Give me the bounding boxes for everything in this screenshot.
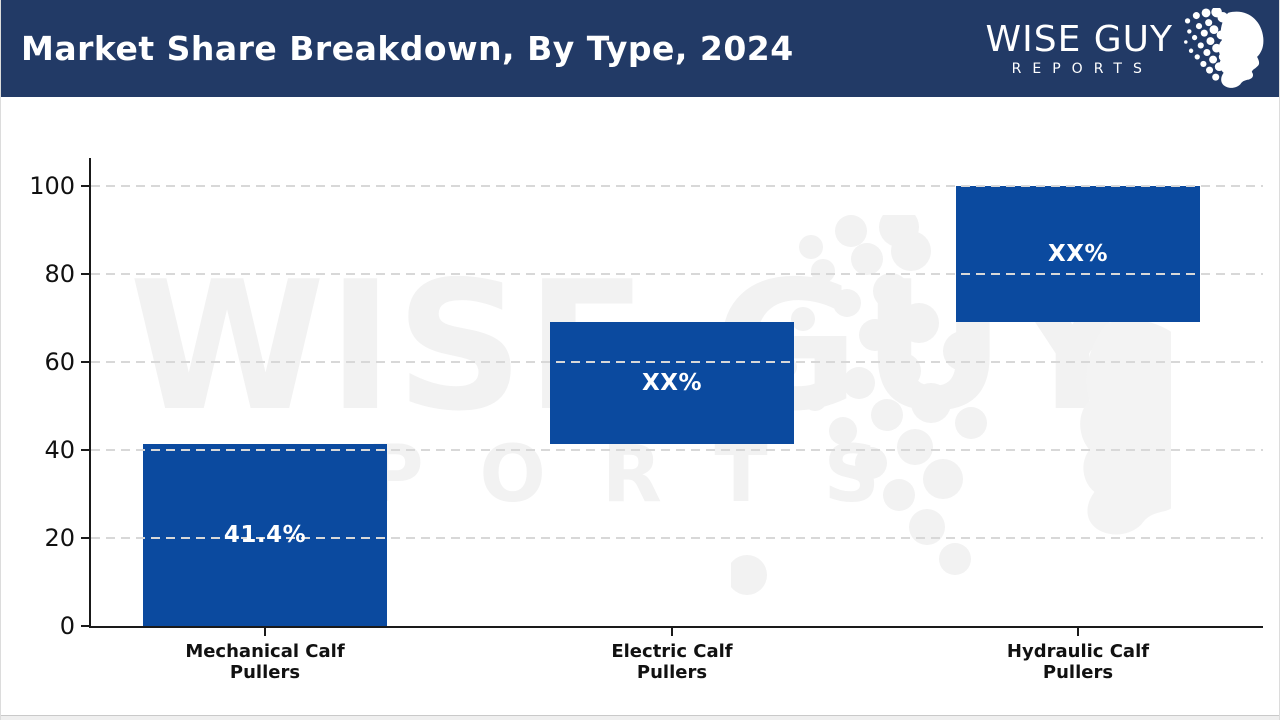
x-tick (671, 628, 673, 636)
y-tick (81, 449, 89, 451)
logo-wordmark: WISE GUY (985, 18, 1173, 60)
gridline-80 (91, 273, 1263, 275)
wise-guy-logo: WISE GUY REPORTS (985, 7, 1266, 90)
x-axis-line (89, 626, 1263, 628)
y-tick-label: 20 (44, 524, 75, 552)
bottom-divider (1, 715, 1279, 716)
gridline-60 (91, 361, 1263, 363)
gridline-40 (91, 449, 1263, 451)
bar-3 (956, 186, 1200, 323)
bar-value-label: XX% (1047, 241, 1108, 268)
y-tick-label: 60 (44, 348, 75, 376)
gridline-100 (91, 185, 1263, 187)
category-label: Electric Calf Pullers (611, 641, 733, 684)
category-label: Mechanical Calf Pullers (185, 641, 345, 684)
bar-value-label: 41.4% (223, 521, 307, 548)
x-tick (264, 628, 266, 636)
bar-value-label: XX% (641, 370, 702, 397)
y-tick-label: 0 (59, 612, 75, 640)
bar-1 (143, 443, 387, 626)
header: Market Share Breakdown, By Type, 2024 WI… (1, 0, 1279, 97)
y-tick (81, 625, 89, 627)
y-tick (81, 537, 89, 539)
dot-face-icon (1184, 7, 1264, 88)
logo-text: WISE GUY REPORTS (985, 18, 1174, 77)
gridline-20 (91, 537, 1263, 539)
bar-2 (550, 322, 794, 444)
category-label: Hydraulic Calf Pullers (1006, 641, 1150, 684)
y-tick (81, 185, 89, 187)
y-axis-line (89, 158, 91, 628)
bottom-strip (1, 716, 1279, 720)
logo-subtitle: REPORTS (1011, 60, 1153, 77)
y-tick-label: 100 (29, 172, 75, 200)
chart-title: Market Share Breakdown, By Type, 2024 (21, 29, 794, 68)
x-tick (1077, 628, 1079, 636)
y-tick-label: 80 (44, 260, 75, 288)
y-tick-label: 40 (44, 436, 75, 464)
y-tick (81, 361, 89, 363)
y-tick (81, 273, 89, 275)
